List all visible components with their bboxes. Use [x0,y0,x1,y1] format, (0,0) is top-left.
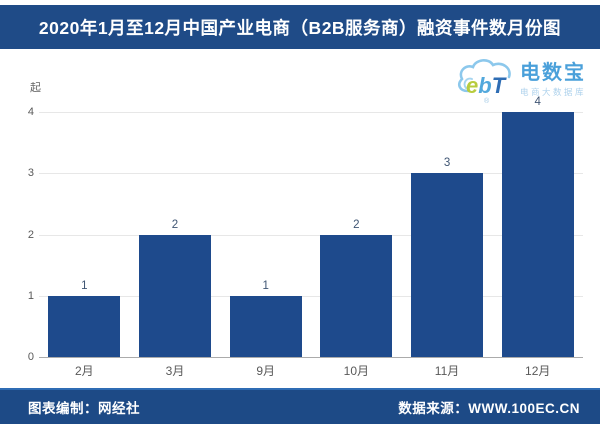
x-axis-category-label: 3月 [165,364,185,378]
svg-text:ebT: ebT [466,73,507,98]
data-source: 数据来源：WWW.100EC.CN [398,401,580,416]
x-axis-category-label: 2月 [74,364,94,378]
bar: 2 [320,219,393,357]
title-bar: 2020年1月至12月中国产业电商（B2B服务商）融资事件数月份图 [0,5,600,49]
bar-value-label: 1 [81,279,88,292]
y-tick-label: 0 [27,351,34,363]
logo-text: 电数宝 电商大数据库 [520,62,586,98]
bar-value-label: 2 [171,218,179,231]
bar: 1 [229,280,302,357]
x-axis-category-label: 9月 [256,364,276,378]
bar-value-label: 1 [262,279,269,292]
chart-area: 起 4 3 2 1 0 1 2月 2 3月 1 9月 2 10月 3 11月 4 12月 ebT [0,49,600,386]
footer-bar: 图表编制：网经社 数据来源：WWW.100EC.CN [0,388,600,424]
logo-name: 电数宝 [520,62,586,84]
bar-group: 2 3月 [130,112,221,378]
svg-text:®: ® [484,97,490,105]
bar-group: 1 9月 [220,112,311,378]
gridline [39,173,583,175]
gridline [39,295,583,297]
y-tick-label: 3 [27,167,34,180]
bar: 4 [501,96,574,357]
bar-value-label: 4 [534,96,541,108]
x-axis-category-label: 11月 [434,364,460,378]
chart-title: 2020年1月至12月中国产业电商（B2B服务商）融资事件数月份图 [38,17,562,38]
bar-value-label: 2 [353,218,360,231]
bar: 1 [48,280,121,357]
gridline [39,234,583,236]
y-tick-label: 4 [27,106,34,118]
chart-credit: 图表编制：网经社 [28,401,140,416]
bar-group: 3 11月 [402,112,493,378]
edianshubao-logo: ebT ® 电数宝 电商大数据库 [454,55,592,105]
plot-area: 1 2月 2 3月 1 9月 2 10月 3 11月 4 12月 [39,96,583,378]
bars: 1 2月 2 3月 1 9月 2 10月 3 11月 4 12月 [39,96,583,378]
gridline [39,112,583,113]
bar: 3 [411,157,484,357]
logo-tagline: 电商大数据库 [520,87,587,97]
y-tick-label: 2 [27,228,34,241]
bar: 2 [139,219,211,357]
x-axis-category-label: 12月 [525,364,551,378]
bar-value-label: 3 [443,157,451,170]
y-tick-label: 1 [27,289,34,302]
bar-group: 2 10月 [311,112,402,378]
bar-group: 1 2月 [39,112,130,378]
y-axis-tick-labels: 4 3 2 1 0 [12,106,34,363]
x-axis-category-label: 10月 [343,364,370,378]
bar-group: 4 12月 [492,96,583,378]
cloud-logo-icon: ebT ® [458,59,511,105]
y-axis-unit-label: 起 [30,82,41,94]
